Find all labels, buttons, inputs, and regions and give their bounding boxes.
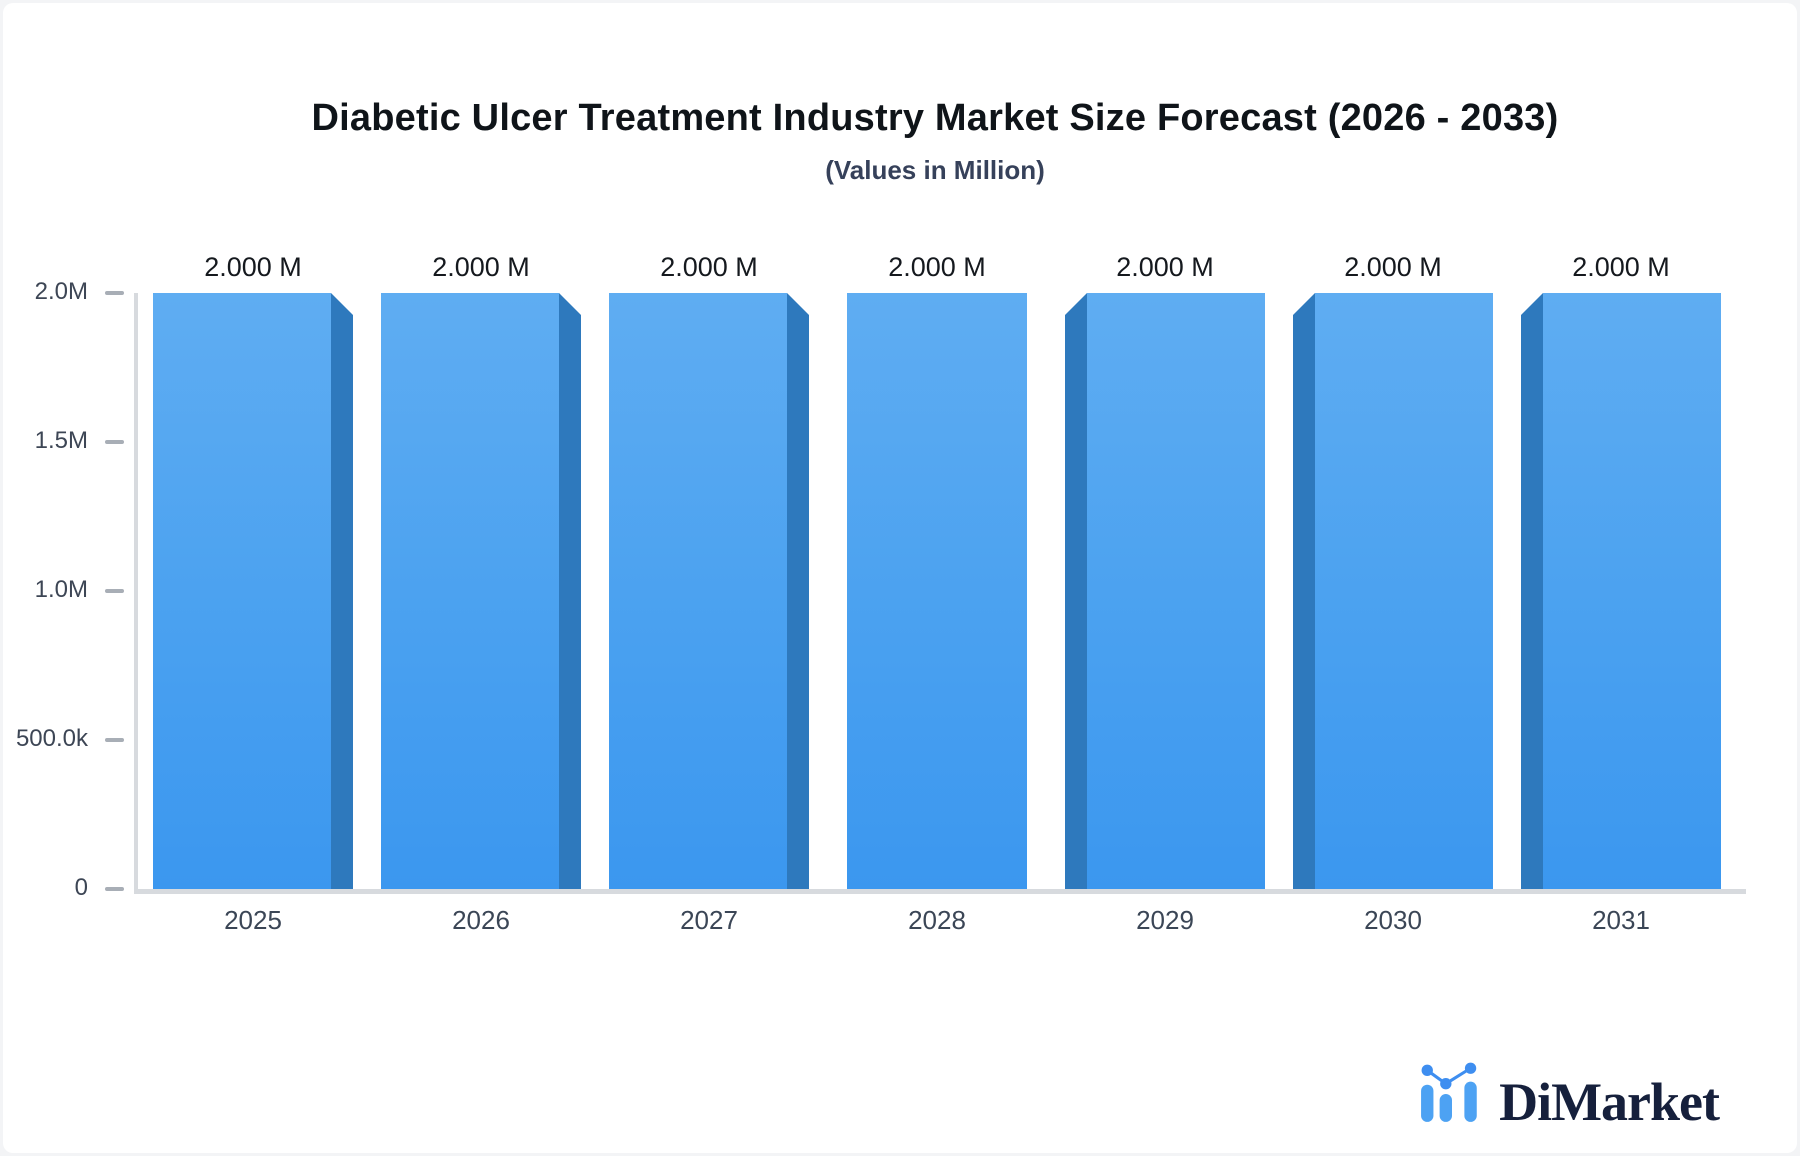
bar[interactable]: 2.000 M <box>1065 252 1265 889</box>
bar-group[interactable]: 2.000 M 2026 <box>381 252 581 935</box>
bar-value-label: 2.000 M <box>1344 252 1442 282</box>
x-axis-line <box>134 889 1746 894</box>
chart-card: Diabetic Ulcer Treatment Industry Market… <box>3 3 1797 1153</box>
chart-title: Diabetic Ulcer Treatment Industry Market… <box>311 97 1559 139</box>
bar-value-label: 2.000 M <box>1116 252 1214 282</box>
bar[interactable]: 2.000 M <box>153 252 353 889</box>
bar-value-label: 2.000 M <box>1572 252 1670 282</box>
bar-group[interactable]: 2.000 M 2029 <box>1065 252 1265 935</box>
bar[interactable]: 2.000 M <box>1521 252 1721 889</box>
bar-value-label: 2.000 M <box>204 252 302 282</box>
bar-side-face <box>1293 293 1315 889</box>
bar-value-label: 2.000 M <box>660 252 758 282</box>
y-tick-mark <box>105 738 124 742</box>
bar-group[interactable]: 2.000 M 2030 <box>1293 252 1493 935</box>
y-tick-label: 2.0M <box>34 277 88 305</box>
x-axis-label: 2029 <box>1136 905 1194 935</box>
logo-text: DiMarket <box>1499 1072 1720 1132</box>
bar-side-face <box>1065 293 1087 889</box>
x-axis-label: 2030 <box>1364 905 1422 935</box>
bars-container: 2.000 M 2025 2.000 M 2026 2.000 M 2027 2… <box>153 252 1721 935</box>
y-tick-label: 500.0k <box>15 724 88 752</box>
bar-group[interactable]: 2.000 M 2025 <box>153 252 353 935</box>
y-tick-mark <box>105 440 124 444</box>
bar-group[interactable]: 2.000 M 2028 <box>837 252 1037 935</box>
x-axis-label: 2025 <box>224 905 282 935</box>
bar-side-face <box>331 293 353 889</box>
bar-face[interactable] <box>1315 293 1493 889</box>
bar-face[interactable] <box>1543 293 1721 889</box>
x-axis-label: 2027 <box>680 905 738 935</box>
bar-side-face <box>787 293 809 889</box>
y-axis-line <box>134 293 138 894</box>
bar-face[interactable] <box>847 293 1027 889</box>
bar-face[interactable] <box>153 293 331 889</box>
y-tick-mark <box>105 291 124 295</box>
bar-face[interactable] <box>1087 293 1265 889</box>
x-axis-label: 2031 <box>1592 905 1650 935</box>
plot-area: 2.000 M 2025 2.000 M 2026 2.000 M 2027 2… <box>153 252 1721 935</box>
y-tick-mark <box>105 887 124 891</box>
bar-value-label: 2.000 M <box>432 252 530 282</box>
bar-side-face <box>1521 293 1543 889</box>
x-axis-label: 2026 <box>452 905 510 935</box>
bar-face[interactable] <box>381 293 559 889</box>
bar-side-face <box>559 293 581 889</box>
y-tick-label: 0 <box>74 873 88 901</box>
bar-group[interactable]: 2.000 M 2031 <box>1521 252 1721 935</box>
bar[interactable]: 2.000 M <box>609 252 809 889</box>
chart-subtitle: (Values in Million) <box>825 155 1045 185</box>
bar-group[interactable]: 2.000 M 2027 <box>609 252 809 935</box>
x-axis-label: 2028 <box>908 905 966 935</box>
y-axis: 2.0M 1.5M 1.0M 500.0k 0 <box>3 278 134 901</box>
bar[interactable]: 2.000 M <box>1293 252 1493 889</box>
bar-line-chart-icon <box>1419 1062 1485 1129</box>
dimarket-logo[interactable]: DiMarket <box>1419 1062 1720 1132</box>
bar[interactable]: 2.000 M <box>381 252 581 889</box>
y-tick-mark <box>105 589 124 593</box>
y-tick-label: 1.5M <box>34 426 88 454</box>
bar-value-label: 2.000 M <box>888 252 986 282</box>
y-tick-label: 1.0M <box>34 575 88 603</box>
bar-face[interactable] <box>609 293 787 889</box>
bar[interactable]: 2.000 M <box>837 252 1037 889</box>
